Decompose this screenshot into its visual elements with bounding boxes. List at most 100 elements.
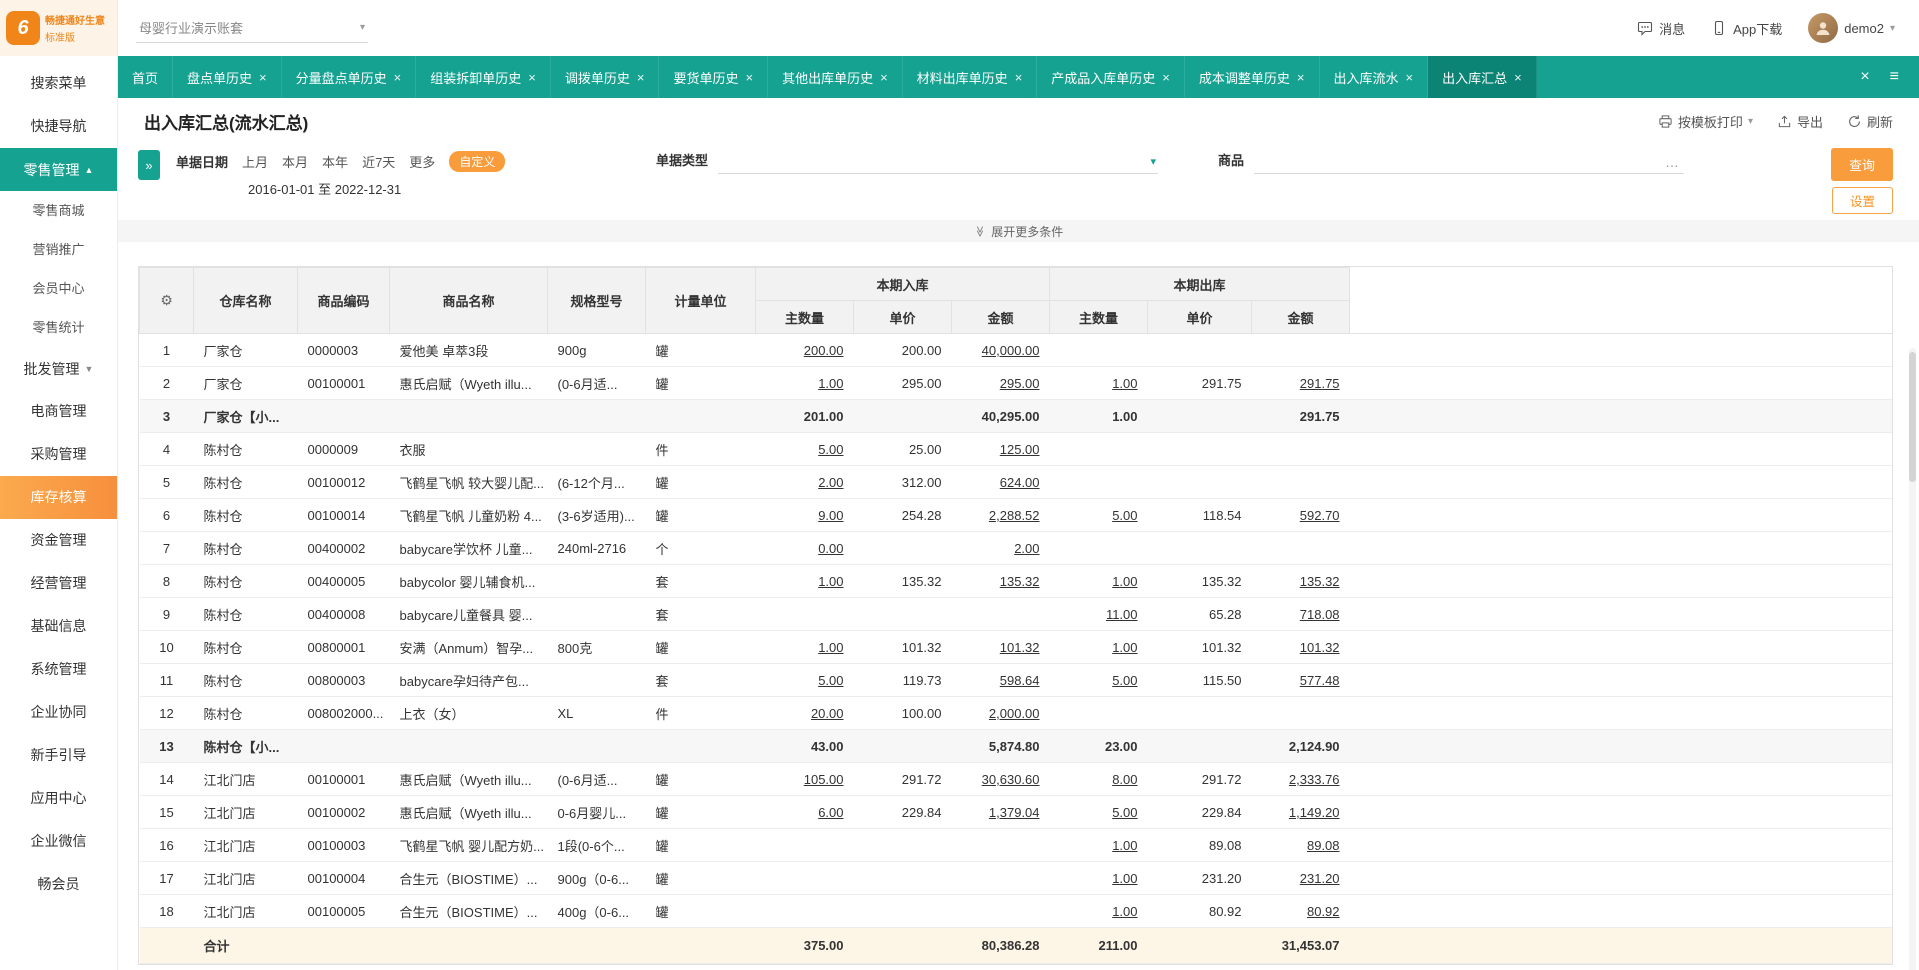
- refresh-button[interactable]: 刷新: [1847, 112, 1893, 131]
- drilldown-link[interactable]: 624.00: [999, 474, 1040, 490]
- messages-button[interactable]: 消息: [1637, 19, 1685, 38]
- drilldown-link[interactable]: 11.00: [1105, 606, 1138, 622]
- doc-type-select[interactable]: ▾: [718, 150, 1159, 174]
- settings-button[interactable]: 设置: [1831, 187, 1893, 214]
- drilldown-link[interactable]: 5.00: [818, 441, 844, 457]
- drilldown-link[interactable]: 2,333.76: [1288, 771, 1340, 787]
- drilldown-link[interactable]: 5.00: [1112, 507, 1138, 523]
- sidebar-item[interactable]: 企业微信: [0, 820, 117, 863]
- drilldown-link[interactable]: 1.00: [1112, 903, 1138, 919]
- drilldown-link[interactable]: 135.32: [999, 573, 1040, 589]
- date-quick-link[interactable]: 更多: [409, 154, 436, 170]
- collapse-sidebar-button[interactable]: »: [138, 150, 160, 180]
- tab[interactable]: 分量盘点单历史 ×: [282, 56, 417, 98]
- drilldown-link[interactable]: 135.32: [1299, 573, 1340, 589]
- custom-date-button[interactable]: 自定义: [449, 150, 506, 172]
- drilldown-link[interactable]: 9.00: [818, 507, 844, 523]
- drilldown-link[interactable]: 718.08: [1299, 606, 1340, 622]
- sidebar-item-active[interactable]: 库存核算: [0, 476, 117, 519]
- drilldown-link[interactable]: 101.32: [1299, 639, 1340, 655]
- sidebar-item[interactable]: 资金管理: [0, 519, 117, 562]
- expand-more-conditions[interactable]: ≫ 展开更多条件: [118, 220, 1919, 242]
- sidebar-item[interactable]: 批发管理 ▼: [0, 347, 117, 390]
- drilldown-link[interactable]: 5.00: [818, 672, 844, 688]
- sidebar-item[interactable]: 快捷导航: [0, 105, 117, 148]
- tab[interactable]: 其他出库单历史 ×: [768, 56, 903, 98]
- tab-close-icon[interactable]: ×: [636, 69, 645, 85]
- product-input[interactable]: …: [1254, 150, 1685, 174]
- drilldown-link[interactable]: 1,149.20: [1288, 804, 1340, 820]
- date-quick-link[interactable]: 上月: [242, 154, 269, 170]
- drilldown-link[interactable]: 2,288.52: [988, 507, 1040, 523]
- sidebar-item[interactable]: 搜索菜单: [0, 62, 117, 105]
- sidebar-item[interactable]: 应用中心: [0, 777, 117, 820]
- vertical-scrollbar-thumb[interactable]: [1909, 352, 1916, 482]
- tab-active[interactable]: 出入库汇总 ×: [1428, 56, 1537, 98]
- drilldown-link[interactable]: 1.00: [818, 375, 844, 391]
- export-button[interactable]: 导出: [1777, 112, 1823, 131]
- drilldown-link[interactable]: 125.00: [999, 441, 1040, 457]
- drilldown-link[interactable]: 1.00: [1112, 837, 1138, 853]
- drilldown-link[interactable]: 1.00: [1112, 375, 1138, 391]
- drilldown-link[interactable]: 231.20: [1299, 870, 1340, 886]
- date-quick-link[interactable]: 本月: [282, 154, 309, 170]
- tab[interactable]: 调拨单历史 ×: [551, 56, 660, 98]
- sidebar-item[interactable]: 基础信息: [0, 605, 117, 648]
- sidebar-item[interactable]: 新手引导: [0, 734, 117, 777]
- drilldown-link[interactable]: 295.00: [999, 375, 1040, 391]
- sidebar-item[interactable]: 会员中心: [0, 269, 117, 308]
- logo[interactable]: 6 畅捷通好生意 标准版: [0, 0, 117, 56]
- drilldown-link[interactable]: 2.00: [1014, 540, 1040, 556]
- date-quick-link[interactable]: 本年: [322, 154, 349, 170]
- tab-close-icon[interactable]: ×: [1514, 69, 1522, 85]
- drilldown-link[interactable]: 200.00: [803, 342, 844, 358]
- drilldown-link[interactable]: 1,379.04: [988, 804, 1040, 820]
- tab[interactable]: 出入库流水 ×: [1320, 56, 1429, 98]
- drilldown-link[interactable]: 2,000.00: [988, 705, 1040, 721]
- tab[interactable]: 产成品入库单历史 ×: [1037, 56, 1185, 98]
- tab[interactable]: 要货单历史 ×: [659, 56, 769, 98]
- tab[interactable]: 组装拆卸单历史 ×: [416, 56, 551, 98]
- date-quick-link[interactable]: 近7天: [362, 154, 396, 170]
- tab-close-icon[interactable]: ×: [745, 69, 754, 85]
- drilldown-link[interactable]: 5.00: [1112, 672, 1138, 688]
- app-download-button[interactable]: App下载: [1711, 19, 1782, 38]
- tab-close-icon[interactable]: ×: [259, 69, 267, 85]
- sidebar-item[interactable]: 电商管理: [0, 390, 117, 433]
- drilldown-link[interactable]: 30,630.60: [981, 771, 1040, 787]
- drilldown-link[interactable]: 1.00: [1112, 870, 1138, 886]
- sidebar-item[interactable]: 采购管理: [0, 433, 117, 476]
- print-by-template-button[interactable]: 按模板打印 ▾: [1658, 112, 1753, 131]
- tab-close-icon[interactable]: ×: [1296, 69, 1305, 85]
- tab[interactable]: 盘点单历史 ×: [173, 56, 282, 98]
- tab-close-icon[interactable]: ×: [1162, 69, 1170, 85]
- user-menu[interactable]: demo2 ▾: [1808, 13, 1895, 43]
- sidebar-item[interactable]: 营销推广: [0, 230, 117, 269]
- tab[interactable]: 成本调整单历史 ×: [1185, 56, 1320, 98]
- drilldown-link[interactable]: 1.00: [1112, 639, 1138, 655]
- sidebar-item[interactable]: 零售统计: [0, 308, 117, 347]
- drilldown-link[interactable]: 101.32: [999, 639, 1040, 655]
- tab-close-icon[interactable]: ×: [880, 69, 888, 85]
- drilldown-link[interactable]: 598.64: [999, 672, 1040, 688]
- drilldown-link[interactable]: 1.00: [818, 639, 844, 655]
- sidebar-item[interactable]: 企业协同: [0, 691, 117, 734]
- tab-menu-icon[interactable]: ≡: [1889, 68, 1899, 85]
- drilldown-link[interactable]: 2.00: [818, 474, 844, 490]
- sidebar-item[interactable]: 畅会员: [0, 863, 117, 906]
- account-set-select[interactable]: 母婴行业演示账套 ▾: [136, 13, 368, 43]
- tab-close-icon[interactable]: ×: [1405, 69, 1414, 85]
- tab-close-icon[interactable]: ×: [1014, 69, 1023, 85]
- drilldown-link[interactable]: 1.00: [1112, 573, 1138, 589]
- drilldown-link[interactable]: 0.00: [818, 540, 844, 556]
- tab[interactable]: 材料出库单历史 ×: [903, 56, 1038, 98]
- sidebar-item[interactable]: 经营管理: [0, 562, 117, 605]
- drilldown-link[interactable]: 40,000.00: [981, 342, 1040, 358]
- tab-close-icon[interactable]: ×: [393, 69, 402, 85]
- drilldown-link[interactable]: 6.00: [818, 804, 844, 820]
- tab-close-icon[interactable]: ×: [528, 69, 536, 85]
- drilldown-link[interactable]: 592.70: [1299, 507, 1340, 523]
- drilldown-link[interactable]: 577.48: [1299, 672, 1340, 688]
- sidebar-item[interactable]: 零售管理 ▲: [0, 148, 117, 191]
- drilldown-link[interactable]: 291.75: [1299, 375, 1340, 391]
